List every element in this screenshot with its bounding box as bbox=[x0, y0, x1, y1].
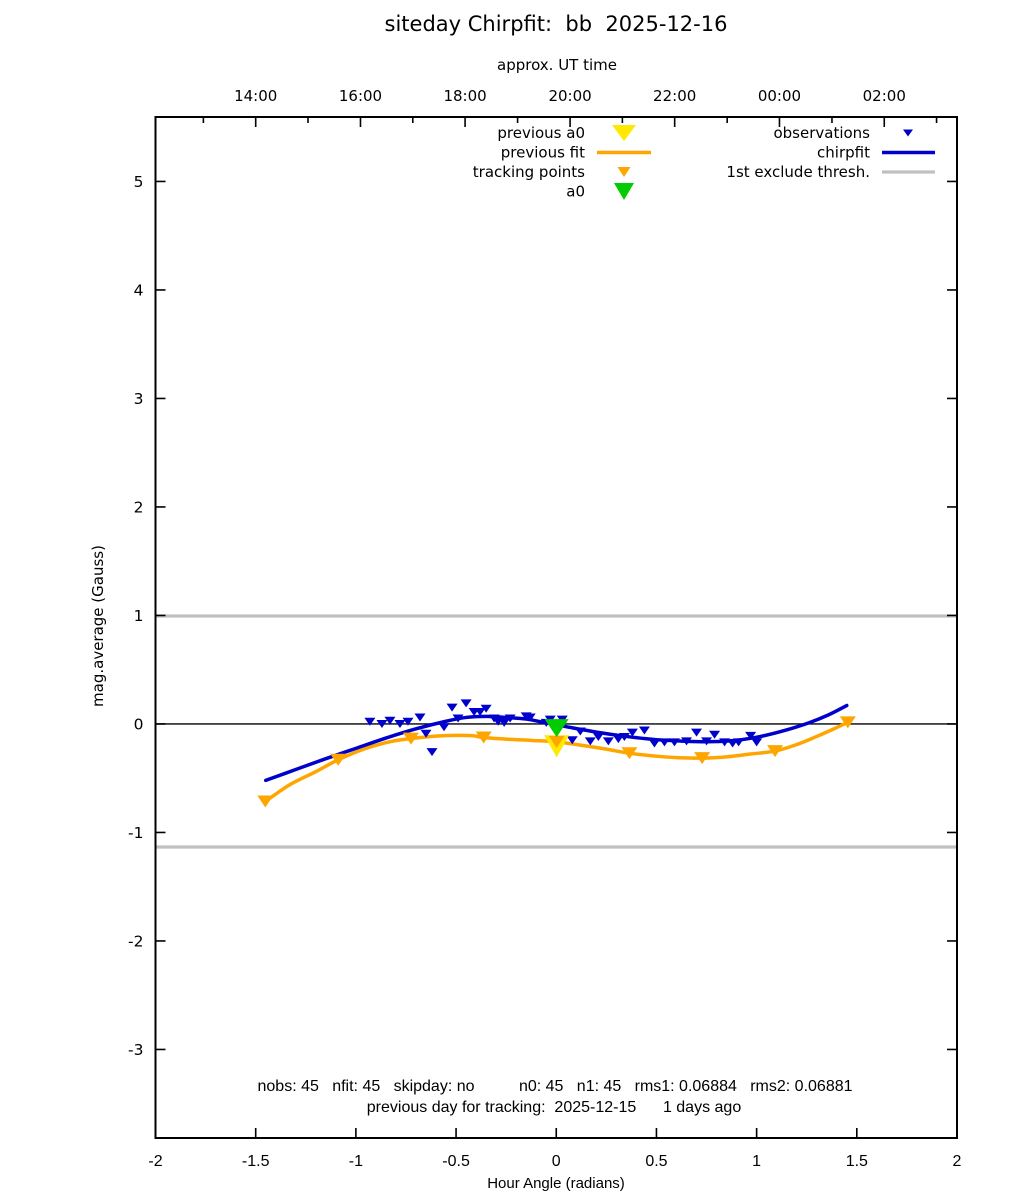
x-axis-label: Hour Angle (radians) bbox=[487, 1175, 625, 1192]
a0-marker bbox=[544, 719, 569, 738]
tracking-point bbox=[548, 735, 565, 748]
observation-point bbox=[648, 739, 660, 748]
legend-label: previous a0 bbox=[497, 124, 585, 142]
y-tick-label: 0 bbox=[134, 715, 144, 733]
x-tick-label: -1.5 bbox=[242, 1153, 270, 1170]
observation-point bbox=[426, 748, 438, 757]
ut-tick-label: 20:00 bbox=[548, 87, 591, 105]
y-axis-label: mag.average (Gauss) bbox=[89, 545, 107, 707]
plot-frame bbox=[154, 116, 958, 1139]
tracking-point bbox=[694, 752, 711, 765]
observation-point bbox=[658, 738, 670, 747]
tracking-point bbox=[257, 795, 274, 808]
observation-point bbox=[474, 708, 486, 717]
y-tick-label: -3 bbox=[128, 1041, 143, 1059]
observation-point bbox=[574, 727, 586, 736]
legend-label: chirpfit bbox=[817, 144, 870, 162]
tracking-info: previous day for tracking: 2025-12-15 1 … bbox=[366, 1099, 742, 1116]
ut-tick-label: 14:00 bbox=[234, 87, 277, 105]
tracking-point bbox=[475, 731, 492, 744]
tracking-point bbox=[839, 716, 856, 729]
observation-point bbox=[498, 718, 510, 727]
x-tick-label: 2 bbox=[953, 1153, 962, 1170]
y-tick-label: 3 bbox=[134, 390, 144, 408]
observation-point bbox=[701, 737, 713, 746]
observation-point bbox=[668, 738, 680, 747]
legend-triangle-swatch bbox=[903, 129, 913, 137]
ut-tick-label: 16:00 bbox=[339, 87, 382, 105]
observation-point bbox=[384, 716, 396, 725]
legend-label: a0 bbox=[566, 183, 585, 201]
observation-point bbox=[452, 714, 464, 723]
observation-point bbox=[745, 731, 757, 740]
legend-label: observations bbox=[773, 124, 870, 142]
x-tick-label: 0.5 bbox=[645, 1153, 667, 1170]
ut-tick-label: 02:00 bbox=[863, 87, 906, 105]
legend-label: 1st exclude thresh. bbox=[726, 163, 870, 181]
observation-point bbox=[504, 714, 516, 723]
observation-point bbox=[394, 719, 406, 728]
observation-point bbox=[460, 699, 472, 708]
observation-point bbox=[566, 736, 578, 745]
tracking-point bbox=[621, 747, 638, 760]
observation-point bbox=[612, 735, 624, 744]
legend-label: previous fit bbox=[501, 144, 585, 162]
legend-triangle-swatch bbox=[614, 183, 634, 200]
observation-point bbox=[414, 713, 426, 722]
observation-point bbox=[592, 732, 604, 741]
observation-point bbox=[420, 729, 432, 738]
observation-point bbox=[480, 704, 492, 713]
y-tick-label: 5 bbox=[134, 173, 144, 191]
observation-point bbox=[691, 728, 703, 737]
y-tick-label: 4 bbox=[134, 281, 144, 299]
observation-point bbox=[602, 737, 614, 746]
observation-point bbox=[524, 713, 536, 722]
observation-point bbox=[719, 738, 731, 747]
ut-tick-label: 18:00 bbox=[443, 87, 486, 105]
observation-point bbox=[438, 723, 450, 732]
observation-point bbox=[364, 717, 376, 726]
x-tick-label: 1 bbox=[752, 1153, 761, 1170]
observation-point bbox=[402, 717, 414, 726]
legend-triangle-swatch bbox=[617, 167, 631, 177]
fit-stats: nobs: 45 nfit: 45 skipday: no n0: 45 n1:… bbox=[257, 1078, 853, 1095]
observation-point bbox=[751, 738, 763, 747]
observation-point bbox=[680, 737, 692, 746]
observation-point bbox=[618, 732, 630, 741]
tracking-point bbox=[330, 753, 347, 766]
x-tick-label: -2 bbox=[148, 1153, 162, 1170]
observation-point bbox=[584, 737, 596, 746]
observation-point bbox=[376, 719, 388, 728]
x-tick-label: -1 bbox=[349, 1153, 363, 1170]
observation-point bbox=[638, 726, 650, 735]
legend-label: tracking points bbox=[473, 163, 585, 181]
x-tick-label: -0.5 bbox=[442, 1153, 470, 1170]
y-tick-label: 1 bbox=[134, 607, 144, 625]
observation-point bbox=[626, 728, 638, 737]
y-tick-label: -1 bbox=[128, 824, 143, 842]
observation-point bbox=[733, 738, 745, 747]
tracking-point bbox=[402, 732, 419, 745]
tracking-point bbox=[767, 745, 784, 758]
ut-tick-label: 00:00 bbox=[758, 87, 801, 105]
x-tick-label: 1.5 bbox=[846, 1153, 868, 1170]
y-tick-label: -2 bbox=[128, 932, 143, 950]
legend-triangle-swatch bbox=[612, 125, 636, 141]
observation-point bbox=[446, 703, 458, 712]
ut-axis-label: approx. UT time bbox=[497, 56, 617, 74]
chart-title: siteday Chirpfit: bb 2025-12-16 bbox=[384, 12, 728, 36]
ut-tick-label: 22:00 bbox=[653, 87, 696, 105]
observation-point bbox=[709, 730, 721, 739]
x-tick-label: 0 bbox=[552, 1153, 561, 1170]
y-tick-label: 2 bbox=[134, 498, 144, 516]
